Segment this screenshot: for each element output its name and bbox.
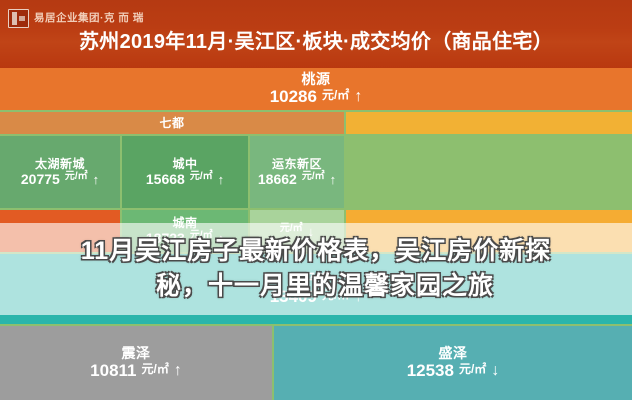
region-unit: 元/㎡ [141, 362, 169, 377]
page-title: 苏州2019年11月·吴江区·板块·成交均价（商品住宅） [78, 31, 553, 53]
brand: 易居企业集团·克 而 瑞 [8, 9, 144, 28]
map-region-yundong[interactable]: 运东新区 18662 元/㎡ ↑ [250, 136, 344, 208]
map-region-zhenze[interactable]: 震泽 10811 元/㎡ ↑ [0, 326, 272, 400]
region-unit: 元/㎡ [458, 362, 487, 377]
trend-up-icon: ↑ [354, 88, 363, 106]
map-region-qidu[interactable]: 七都 [0, 112, 344, 134]
region-price-row: 10811 元/㎡ ↑ [90, 361, 182, 381]
region-name: 震泽 [121, 344, 151, 361]
region-name: 太湖新城 [34, 156, 85, 171]
region-price-row: 18662 元/㎡ ↑ [258, 171, 336, 188]
region-unit: 元/㎡ [64, 171, 88, 183]
region-price: 10286 [269, 87, 317, 107]
region-price: 12538 [406, 361, 454, 381]
map-region-shengze[interactable]: 盛泽 12538 元/㎡ ↓ [274, 326, 632, 400]
region-name: 七都 [159, 115, 185, 130]
region-unit: 元/㎡ [189, 171, 213, 183]
trend-down-icon: ↓ [491, 362, 500, 380]
region-name: 桃源 [301, 70, 331, 87]
map-region-taoyuan[interactable]: 桃源 10286 元/㎡ ↑ [0, 68, 632, 110]
region-price: 18662 [257, 170, 297, 187]
map-region-taihu-xincheng[interactable]: 太湖新城 20775 元/㎡ ↑ [0, 136, 120, 208]
header-banner: 易居企业集团·克 而 瑞 苏州2019年11月·吴江区·板块·成交均价（商品住宅… [0, 0, 632, 68]
region-unit: 元/㎡ [301, 171, 325, 183]
brand-text: 易居企业集团·克 而 瑞 [34, 12, 144, 25]
region-price-row: 12538 元/㎡ ↓ [407, 361, 500, 381]
region-price-row: 20775 元/㎡ ↑ [21, 171, 99, 188]
region-price: 20775 [20, 170, 60, 187]
map-region-hengshan[interactable] [346, 136, 632, 208]
region-price-row: 10286 元/㎡ ↑ [270, 87, 363, 107]
region-price: 10811 [90, 361, 137, 381]
caption-line-2: 秘，十一月里的温馨家园之旅 [155, 272, 494, 300]
region-price-row: 15668 元/㎡ ↑ [146, 171, 224, 188]
caption-overlay: 11月吴江房子最新价格表，吴江房价新探 秘，十一月里的温馨家园之旅 [0, 223, 632, 315]
trend-up-icon: ↑ [217, 171, 225, 187]
region-name: 运东新区 [271, 156, 322, 171]
price-map: 桃源 10286 元/㎡ ↑ 七都 太湖新城 20775 元/㎡ ↑ 城中 15… [0, 68, 632, 400]
trend-up-icon: ↑ [173, 362, 182, 380]
region-unit: 元/㎡ [321, 88, 350, 103]
map-region-songling[interactable] [346, 112, 632, 134]
trend-up-icon: ↑ [329, 171, 337, 187]
map-region-chengzhong[interactable]: 城中 15668 元/㎡ ↑ [122, 136, 248, 208]
region-name: 城中 [172, 156, 198, 171]
caption-line-1: 11月吴江房子最新价格表，吴江房价新探 [80, 236, 552, 265]
region-name: 盛泽 [438, 344, 468, 361]
yiju-logo-icon [8, 9, 29, 28]
trend-up-icon: ↑ [92, 171, 100, 187]
region-price: 15668 [145, 170, 185, 187]
